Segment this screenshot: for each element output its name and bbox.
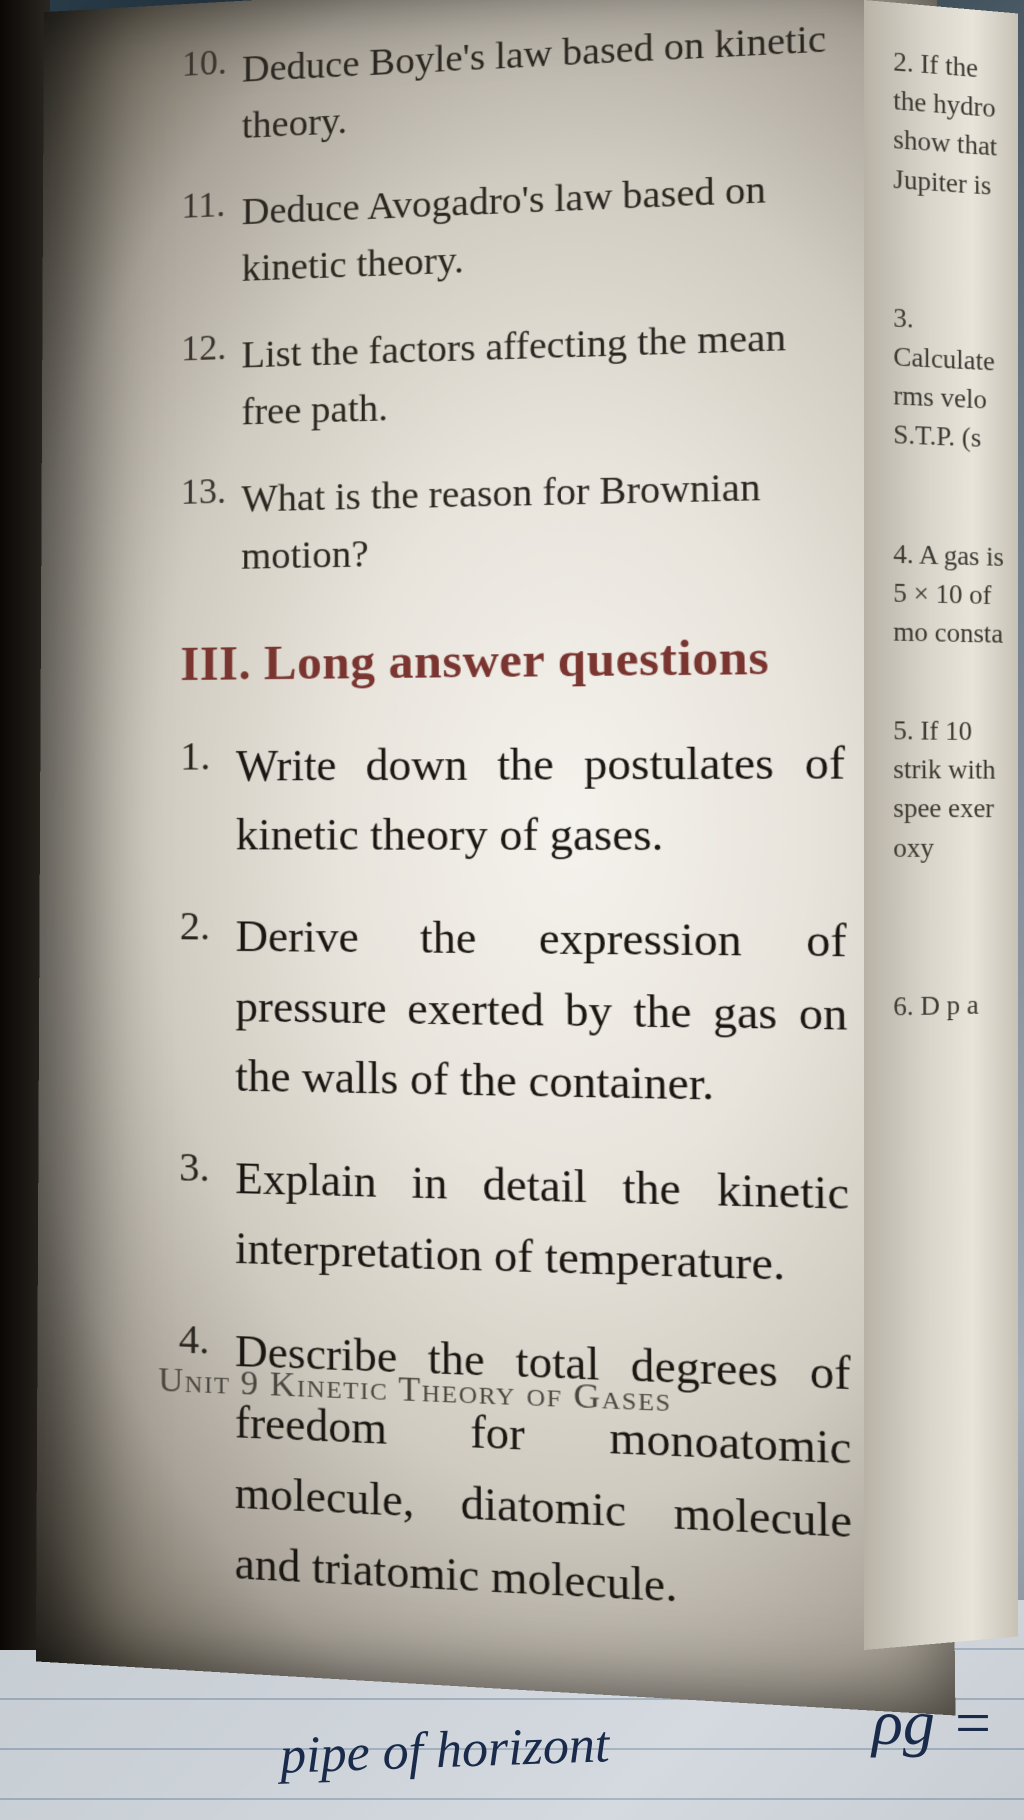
book-page-left: 10. Deduce Boyle's law based on kinetic … bbox=[36, 0, 956, 1715]
question-text: Deduce Boyle's law based on kinetic theo… bbox=[242, 7, 850, 155]
section-heading: III. Long answer questions bbox=[180, 628, 855, 692]
right-question-fragment: 6. D p a bbox=[893, 985, 1008, 1026]
handwritten-note: pipe of horizont bbox=[279, 1715, 610, 1785]
question-number: 12. bbox=[181, 326, 241, 370]
right-question-fragment: 4. A gas is 5 × 10 of mo consta bbox=[893, 534, 1008, 653]
question-text: Write down the postulates of kinetic the… bbox=[236, 728, 857, 872]
question-text: Explain in detail the kinetic interpreta… bbox=[235, 1144, 861, 1304]
short-question-item: 11. Deduce Avogadro's law based on kinet… bbox=[181, 155, 851, 300]
question-text-partial: D p a bbox=[920, 990, 978, 1022]
question-number: 6. bbox=[893, 991, 913, 1022]
question-number: 3. bbox=[893, 302, 913, 334]
long-question-item: 3. Explain in detail the kinetic interpr… bbox=[179, 1143, 861, 1304]
question-text: What is the reason for Brownian motion? bbox=[241, 454, 854, 585]
question-text: Derive the expression of pressure exerte… bbox=[235, 902, 859, 1123]
question-text-partial: Calculate rms velo S.T.P. (s bbox=[893, 341, 995, 454]
right-question-fragment: 3. Calculate rms velo S.T.P. (s bbox=[893, 298, 1008, 459]
short-question-item: 12. List the factors affecting the mean … bbox=[181, 305, 853, 444]
question-number: 2. bbox=[180, 902, 236, 950]
book-page-right-partial: 2. If the the hydro show that Jupiter is… bbox=[864, 0, 1018, 1650]
question-text: List the factors affecting the mean free… bbox=[241, 305, 853, 442]
handwritten-formula: ρg = bbox=[872, 1686, 994, 1760]
long-question-item: 4. Describe the total degrees of freedom… bbox=[178, 1315, 864, 1633]
question-number: 5. bbox=[893, 715, 913, 746]
long-question-item: 1. Write down the postulates of kinetic … bbox=[180, 728, 857, 872]
short-question-item: 10. Deduce Boyle's law based on kinetic … bbox=[182, 7, 851, 157]
question-number: 3. bbox=[179, 1143, 235, 1192]
long-question-item: 2. Derive the expression of pressure exe… bbox=[179, 902, 859, 1123]
unit-label: Unit 9 bbox=[158, 1361, 259, 1403]
question-number: 11. bbox=[181, 183, 241, 227]
question-number: 4. bbox=[179, 1315, 235, 1365]
section-title: Long answer questions bbox=[264, 630, 769, 690]
question-text: Describe the total degrees of freedom fo… bbox=[235, 1317, 865, 1633]
question-text: Deduce Avogadro's law based on kinetic t… bbox=[242, 155, 852, 297]
question-number: 4. bbox=[893, 538, 913, 569]
section-number: III. bbox=[180, 637, 251, 691]
question-number: 10. bbox=[182, 40, 242, 85]
question-number: 1. bbox=[180, 732, 236, 780]
short-question-item: 13. What is the reason for Brownian moti… bbox=[181, 454, 855, 586]
question-number: 2. bbox=[893, 46, 913, 79]
right-question-fragment: 5. If 10 strik with spee exer oxy bbox=[893, 711, 1008, 867]
question-number: 13. bbox=[181, 469, 242, 512]
right-question-fragment: 2. If the the hydro show that Jupiter is bbox=[893, 42, 1008, 206]
